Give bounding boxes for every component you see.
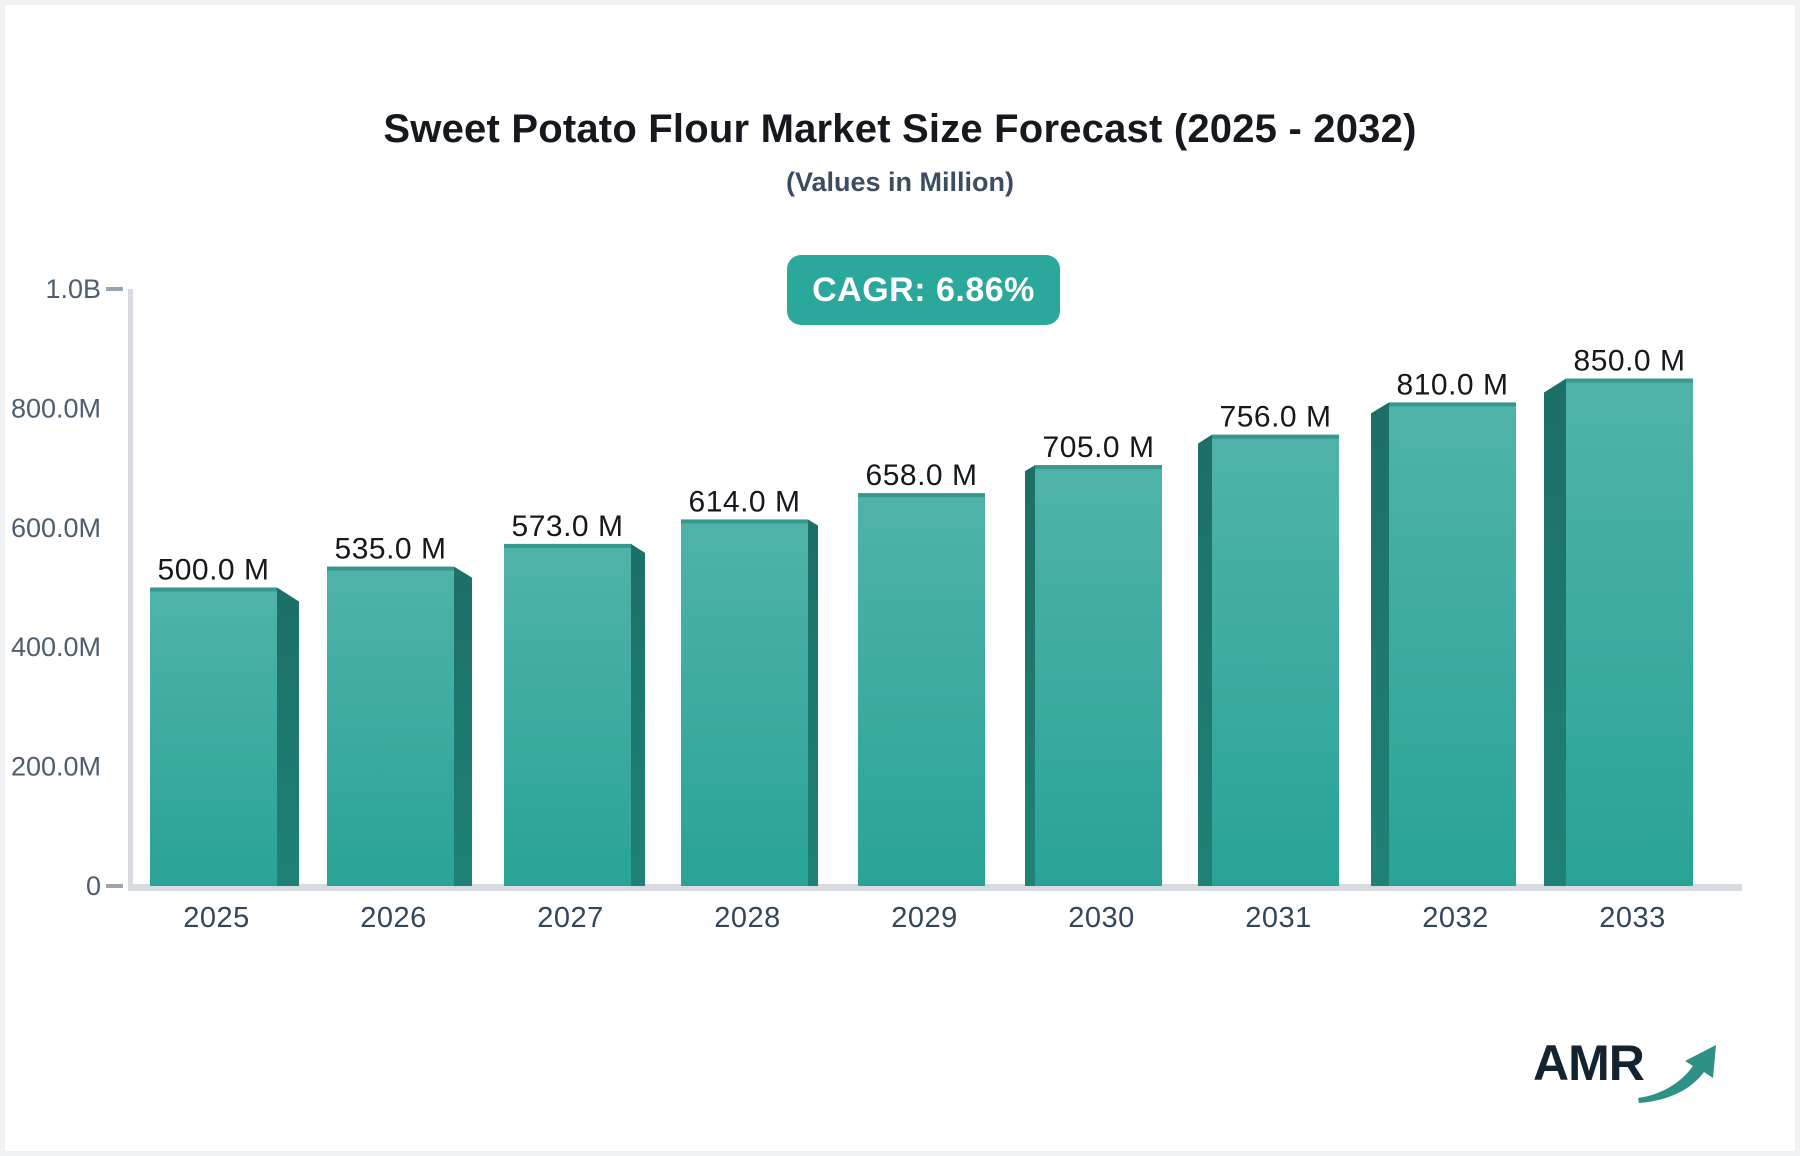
y-tick-label: 200.0M — [11, 752, 101, 782]
bar-value-label: 658.0 M — [866, 459, 978, 492]
bar-2025 — [150, 587, 277, 886]
bar-value-label: 500.0 M — [158, 554, 270, 587]
bar-2027 — [504, 543, 631, 886]
y-tick-label: 600.0M — [11, 513, 101, 543]
y-tick-label: 400.0M — [11, 632, 101, 662]
bar-2031 — [1212, 434, 1339, 886]
bar-top-edge — [858, 493, 985, 498]
bar-side-facet — [1025, 465, 1035, 886]
x-category-label: 2028 — [714, 902, 781, 934]
x-category-label: 2033 — [1599, 902, 1666, 934]
y-tick-label: 1.0B — [45, 274, 101, 304]
bar-value-label: 614.0 M — [689, 485, 801, 518]
x-category-label: 2032 — [1422, 902, 1489, 934]
bar-side-facet — [1544, 378, 1566, 886]
bar-value-label: 573.0 M — [512, 510, 624, 543]
bar-value-label: 850.0 M — [1574, 345, 1686, 378]
bar-side-facet — [1371, 402, 1389, 886]
bar-value-label: 705.0 M — [1043, 431, 1155, 464]
bar-value-label: 535.0 M — [335, 533, 447, 566]
bar-side-facet — [631, 543, 645, 886]
bar-2033 — [1566, 378, 1693, 886]
bar-top-edge — [1035, 465, 1162, 470]
bar-side-facet — [454, 566, 472, 886]
x-category-label: 2026 — [360, 902, 427, 934]
bar-2029 — [858, 493, 985, 886]
bar-top-edge — [327, 566, 454, 571]
bar-2030 — [1035, 465, 1162, 886]
x-category-label: 2025 — [183, 902, 250, 934]
y-tick-mark — [106, 884, 123, 888]
amr-logo: AMR — [1533, 1035, 1724, 1105]
y-tick-mark — [106, 287, 123, 291]
bar-side-facet — [277, 587, 299, 886]
amr-logo-text: AMR — [1533, 1035, 1645, 1091]
bar-top-edge — [1566, 378, 1693, 383]
y-axis-line — [128, 289, 133, 891]
bar-side-facet — [1198, 434, 1212, 886]
x-category-label: 2029 — [891, 902, 958, 934]
bar-value-label: 810.0 M — [1397, 368, 1509, 401]
bar-top-edge — [1389, 402, 1516, 407]
bar-top-edge — [1212, 434, 1339, 439]
chart-card: Sweet Potato Flour Market Size Forecast … — [5, 5, 1795, 1151]
growth-arrow-icon — [1637, 1045, 1716, 1103]
y-tick-label: 800.0M — [11, 393, 101, 423]
bar-top-edge — [504, 543, 631, 548]
bar-chart: 1.0B 800.0M 600.0M 400.0M 200.0M 0 500.0 M 2025… — [11, 274, 1742, 934]
x-category-label: 2031 — [1245, 902, 1312, 934]
bar-value-label: 756.0 M — [1220, 401, 1332, 434]
bar-top-edge — [681, 519, 808, 524]
bar-2028 — [681, 519, 808, 886]
x-category-label: 2027 — [537, 902, 604, 934]
x-category-label: 2030 — [1068, 902, 1135, 934]
chart-title: Sweet Potato Flour Market Size Forecast … — [383, 107, 1417, 151]
chart-subtitle: (Values in Million) — [785, 167, 1015, 197]
cagr-badge: CAGR: 6.86% — [787, 255, 1060, 325]
x-axis-line — [128, 884, 1742, 891]
bar-top-edge — [150, 587, 277, 592]
y-tick-label: 0 — [86, 871, 101, 901]
bar-2032 — [1389, 402, 1516, 886]
bar-2026 — [327, 566, 454, 886]
bar-side-facet — [808, 519, 818, 886]
